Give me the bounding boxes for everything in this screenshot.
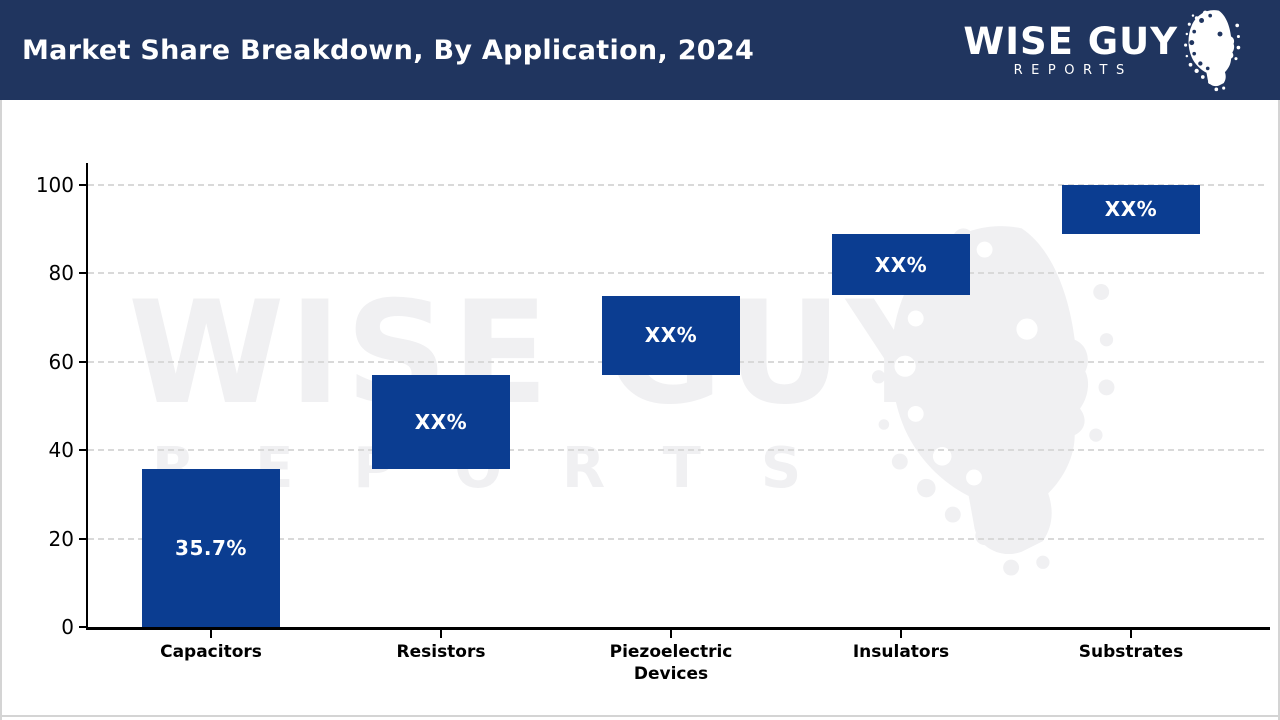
y-axis-tick-label-20: 20 xyxy=(48,526,74,551)
brand-wordmark: WISE GUY REPORTS xyxy=(963,23,1178,77)
x-axis-tick-capacitors xyxy=(210,630,212,638)
bar-resistors: XX% xyxy=(372,375,510,470)
y-axis-tick-0 xyxy=(79,626,86,628)
watermark: WISE GUY REPORTS xyxy=(128,283,953,497)
bar-capacitors: 35.7% xyxy=(142,469,280,627)
page-border-bottom xyxy=(0,715,1280,717)
y-axis-tick-label-0: 0 xyxy=(61,615,74,639)
bar-value-label-resistors: XX% xyxy=(414,410,468,435)
x-axis-label-piezoelectric-devices: Piezoelectric Devices xyxy=(609,642,733,684)
brand-logo: WISE GUY REPORTS xyxy=(963,7,1258,93)
y-axis-line xyxy=(86,163,88,630)
x-axis-tick-piezoelectric-devices xyxy=(670,630,672,638)
y-axis-tick-label-100: 100 xyxy=(35,173,74,197)
gridline-40 xyxy=(88,449,1268,452)
y-axis-tick-40 xyxy=(79,449,86,452)
page-border-right xyxy=(1278,0,1280,720)
x-axis-label-substrates: Substrates xyxy=(1078,642,1184,662)
x-axis-label-resistors: Resistors xyxy=(396,642,486,662)
header-bar: Market Share Breakdown, By Application, … xyxy=(0,0,1280,100)
y-axis-tick-label-40: 40 xyxy=(48,438,74,463)
y-axis-tick-80 xyxy=(79,272,86,275)
x-axis-tick-resistors xyxy=(440,630,442,638)
bar-value-label-insulators: XX% xyxy=(874,252,928,277)
x-axis-tick-insulators xyxy=(900,630,902,638)
y-axis-tick-20 xyxy=(79,537,86,540)
brand-name: WISE GUY xyxy=(963,20,1178,63)
gridline-20 xyxy=(88,537,1268,540)
y-axis-tick-100 xyxy=(79,184,86,186)
page-border-left xyxy=(0,0,2,720)
brand-subtitle: REPORTS xyxy=(1013,63,1133,78)
y-axis-tick-label-80: 80 xyxy=(48,261,74,286)
x-axis-label-insulators: Insulators xyxy=(852,642,950,662)
bar-value-label-capacitors: 35.7% xyxy=(175,536,247,561)
y-axis-tick-60 xyxy=(79,360,86,363)
gridline-80 xyxy=(88,272,1268,275)
head-profile-dots-icon xyxy=(1184,10,1241,92)
bar-insulators: XX% xyxy=(832,233,970,296)
bar-value-label-piezoelectric-devices: XX% xyxy=(644,323,698,348)
watermark-brand-name: WISE GUY xyxy=(128,271,953,436)
x-axis-tick-substrates xyxy=(1130,630,1132,638)
bar-value-label-substrates: XX% xyxy=(1104,197,1158,222)
x-axis-line xyxy=(86,627,1270,630)
bar-piezoelectric-devices: XX% xyxy=(602,295,740,376)
x-axis-label-capacitors: Capacitors xyxy=(160,642,262,662)
page-title: Market Share Breakdown, By Application, … xyxy=(22,34,755,66)
y-axis-tick-label-60: 60 xyxy=(48,349,74,374)
bar-substrates: XX% xyxy=(1062,185,1200,234)
gridline-100 xyxy=(88,184,1268,186)
